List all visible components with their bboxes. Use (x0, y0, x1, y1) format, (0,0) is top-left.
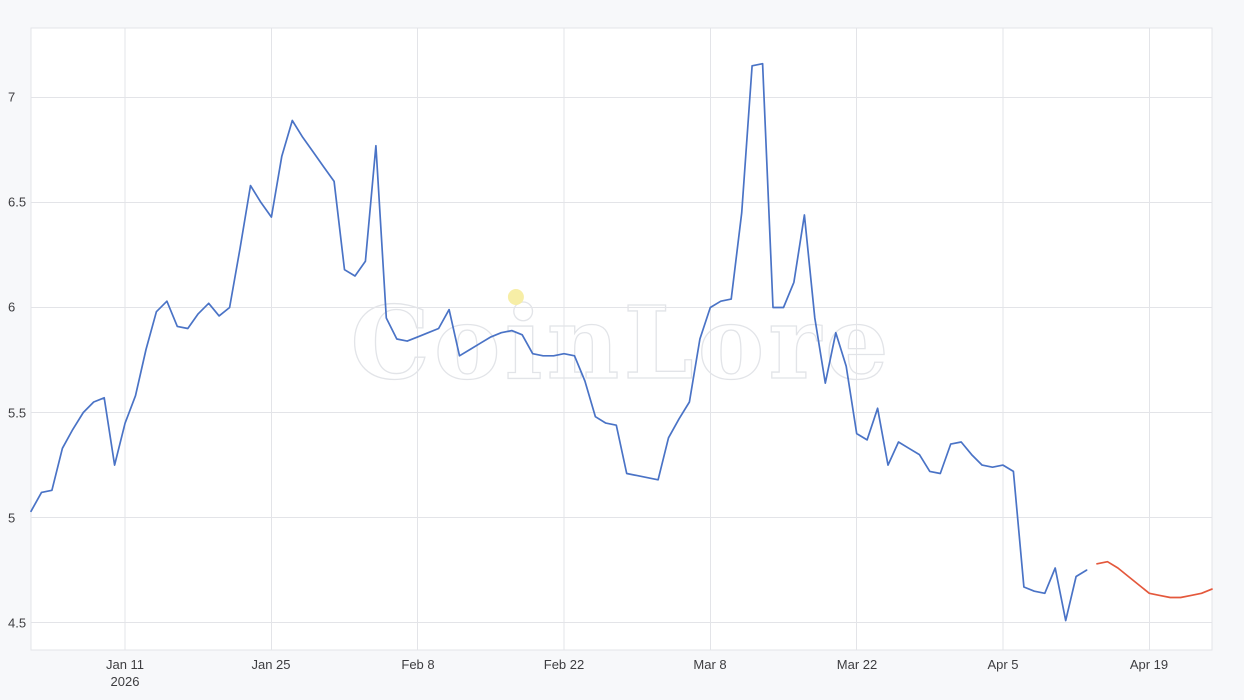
plot-area (31, 28, 1212, 650)
y-axis-label: 5 (8, 510, 16, 526)
price-history-line (30, 62, 1088, 622)
highlight-dot (507, 289, 524, 305)
x-axis-label: Jan 25 (251, 657, 291, 672)
x-axis-label: Apr 5 (987, 657, 1019, 672)
forecast-line (1096, 560, 1213, 599)
x-axis-label: Feb 8 (401, 657, 435, 672)
y-axis-label: 5.5 (8, 405, 27, 421)
x-axis-label: Feb 22 (543, 657, 585, 672)
y-axis-label: 4.5 (8, 615, 27, 631)
x-axis-label: Apr 19 (1129, 657, 1169, 672)
y-axis-label: 6 (8, 299, 16, 315)
x-axis-label: Mar 8 (693, 657, 727, 672)
y-axis-label: 7 (8, 89, 16, 105)
x-axis-label: Mar 22 (836, 657, 878, 672)
y-axis-label: 6.5 (8, 194, 27, 210)
x-axis-label: Jan 11 2026 (105, 657, 145, 689)
plot-border (30, 27, 1213, 651)
